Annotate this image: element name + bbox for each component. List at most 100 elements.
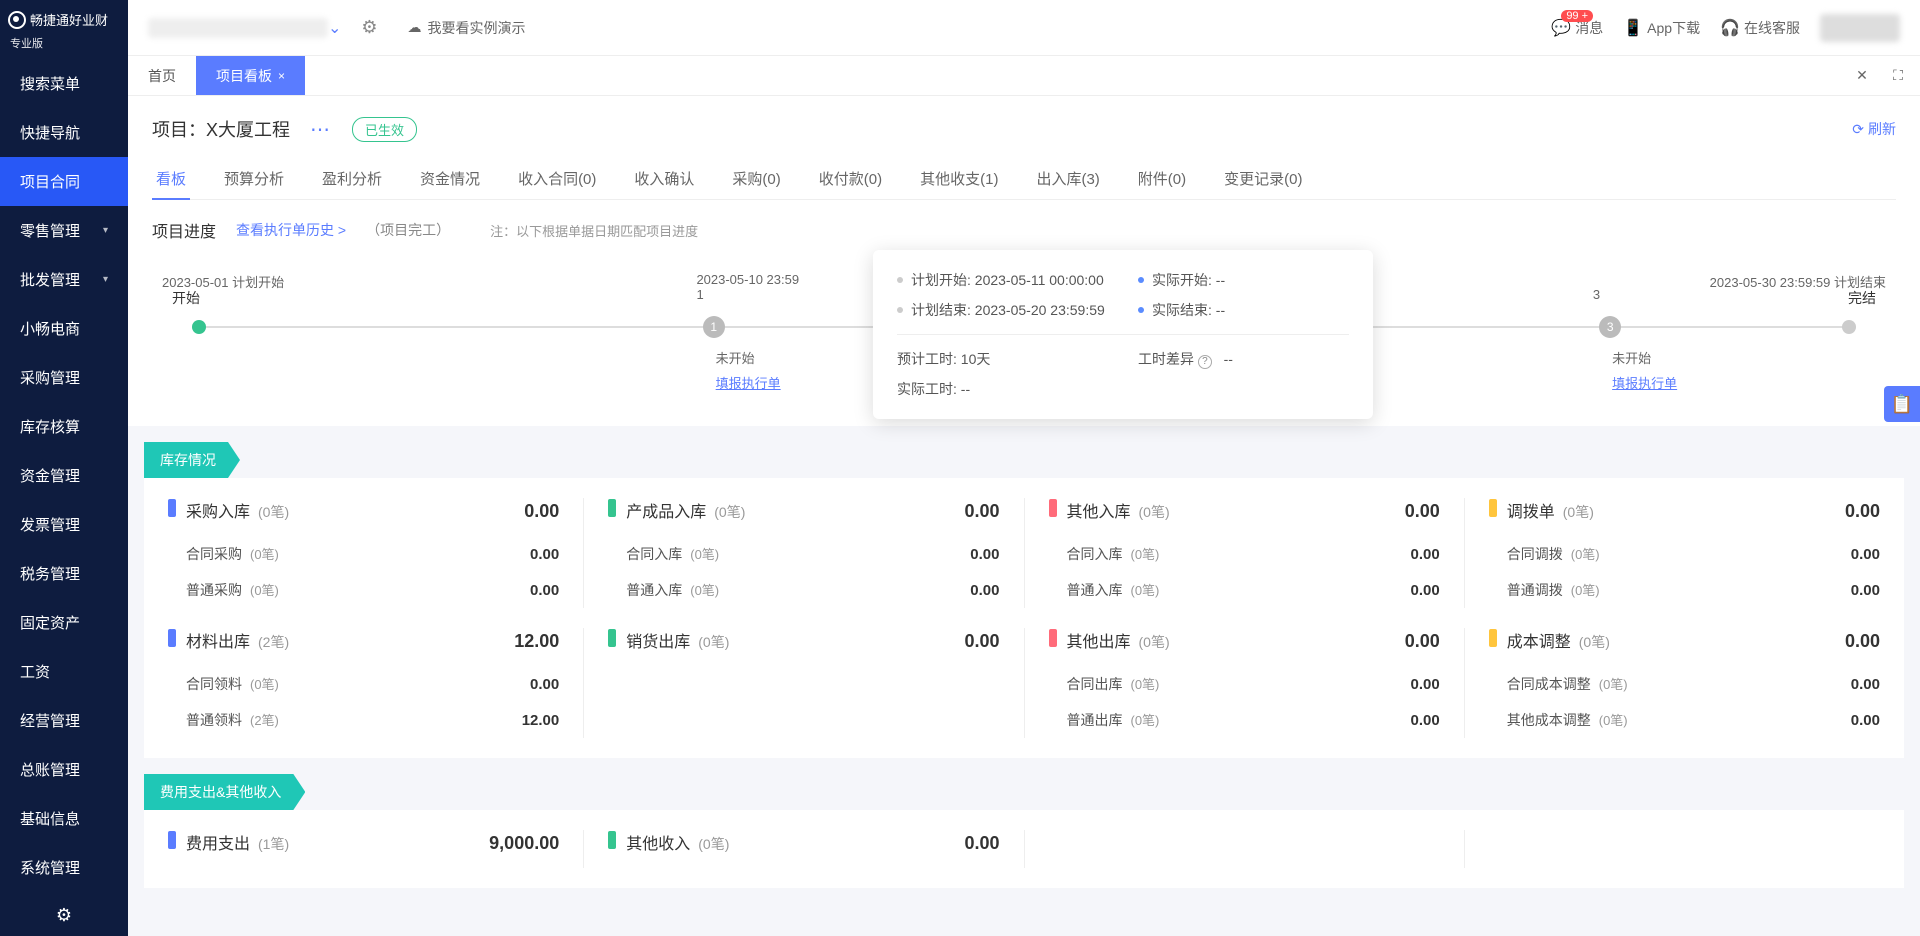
sidebar-item-14[interactable]: 总账管理	[0, 745, 128, 794]
logo-icon	[8, 11, 26, 29]
close-tab-icon[interactable]: ✕	[1848, 62, 1876, 90]
sidebar-item-3[interactable]: 零售管理▾	[0, 206, 128, 255]
gear-icon[interactable]: ⚙	[361, 17, 377, 38]
card-count: (0笔)	[1563, 502, 1594, 522]
card-value: 0.00	[524, 501, 559, 522]
subtab-0[interactable]: 看板	[152, 158, 190, 199]
subtab-3[interactable]: 资金情况	[416, 158, 484, 199]
card-count: (0笔)	[1579, 632, 1610, 652]
card-title: 其他收入	[626, 830, 690, 854]
tab-close-icon[interactable]: ×	[278, 69, 285, 83]
tt-actual-start: 实际开始: --	[1152, 270, 1225, 290]
customer-service-button[interactable]: 🎧 在线客服	[1720, 18, 1800, 38]
subtab-5[interactable]: 收入确认	[630, 158, 698, 199]
card-sub-row: 合同入库(0笔)0.00	[1049, 536, 1440, 572]
card-sub-row: 合同领料(0笔)0.00	[168, 666, 559, 702]
sidebar-item-15[interactable]: 基础信息	[0, 794, 128, 843]
timeline-point-3[interactable]: 3	[1599, 316, 1621, 338]
card-count: (2笔)	[258, 632, 289, 652]
tt-est-hours: 预计工时: 10天	[897, 349, 1108, 369]
card-value: 0.00	[1845, 631, 1880, 652]
card-title: 其他出库	[1067, 628, 1131, 652]
card: 产成品入库(0笔)0.00合同入库(0笔)0.00普通入库(0笔)0.00	[584, 498, 1024, 608]
card-value: 0.00	[1405, 631, 1440, 652]
card-sub-row: 合同入库(0笔)0.00	[608, 536, 999, 572]
user-avatar[interactable]	[1820, 14, 1900, 42]
fill-exec-link-1[interactable]: 填报执行单	[716, 373, 781, 392]
sidebar-item-8[interactable]: 资金管理	[0, 451, 128, 500]
refresh-icon: ⟳	[1852, 121, 1864, 138]
subtab-7[interactable]: 收付款(0)	[815, 158, 886, 199]
tt-plan-start: 计划开始: 2023-05-11 00:00:00	[911, 270, 1104, 290]
history-link[interactable]: 查看执行单历史 >	[236, 220, 346, 240]
page-title: 项目：X大厦工程	[152, 116, 290, 142]
sidebar-item-16[interactable]: 系统管理	[0, 843, 128, 892]
card: 其他入库(0笔)0.00合同入库(0笔)0.00普通入库(0笔)0.00	[1025, 498, 1465, 608]
card-sub-row: 合同调拨(0笔)0.00	[1489, 536, 1880, 572]
demo-link[interactable]: ☁ 我要看实例演示	[408, 18, 526, 38]
card: 销货出库(0笔)0.00	[584, 628, 1024, 738]
sidebar-item-11[interactable]: 固定资产	[0, 598, 128, 647]
settings-gear-icon[interactable]: ⚙	[56, 905, 72, 926]
card-count: (0笔)	[1139, 632, 1170, 652]
sidebar-item-7[interactable]: 库存核算	[0, 402, 128, 451]
tab-1[interactable]: 项目看板×	[196, 56, 305, 95]
tt-actual-hours: 实际工时: --	[897, 379, 1108, 399]
sidebar-item-10[interactable]: 税务管理	[0, 549, 128, 598]
card: 材料出库(2笔)12.00合同领料(0笔)0.00普通领料(2笔)12.00	[144, 628, 584, 738]
subtab-10[interactable]: 附件(0)	[1134, 158, 1190, 199]
subtab-6[interactable]: 采购(0)	[728, 158, 784, 199]
card-value: 0.00	[1405, 501, 1440, 522]
subtab-4[interactable]: 收入合同(0)	[514, 158, 600, 199]
card-sub-row: 合同出库(0笔)0.00	[1049, 666, 1440, 702]
sidebar-item-5[interactable]: 小畅电商	[0, 304, 128, 353]
card-title: 费用支出	[186, 830, 250, 854]
sidebar-item-0[interactable]: 搜索菜单	[0, 59, 128, 108]
service-label: 在线客服	[1744, 18, 1800, 38]
fullscreen-icon[interactable]: ⛶	[1884, 62, 1912, 90]
subtab-1[interactable]: 预算分析	[220, 158, 288, 199]
demo-label: 我要看实例演示	[428, 18, 526, 38]
card: 成本调整(0笔)0.00合同成本调整(0笔)0.00其他成本调整(0笔)0.00	[1465, 628, 1904, 738]
org-selector[interactable]	[148, 18, 328, 38]
more-actions-icon[interactable]: ⋯	[310, 117, 332, 142]
sidebar-item-6[interactable]: 采购管理	[0, 353, 128, 402]
sidebar-item-1[interactable]: 快捷导航	[0, 108, 128, 157]
sidebar-item-4[interactable]: 批发管理▾	[0, 255, 128, 304]
card-sub-row: 合同成本调整(0笔)0.00	[1489, 666, 1880, 702]
topbar: ⌄ ⚙ ☁ 我要看实例演示 99 + 💬 消息 📱 App下载 🎧 在线客服	[128, 0, 1920, 56]
card-color-icon	[608, 629, 616, 647]
refresh-button[interactable]: ⟳ 刷新	[1852, 119, 1896, 139]
sidebar-item-9[interactable]: 发票管理	[0, 500, 128, 549]
point-3-date: 3	[1593, 272, 1600, 302]
timeline-start-dot	[192, 320, 206, 334]
sidebar-item-12[interactable]: 工资	[0, 647, 128, 696]
card-color-icon	[168, 499, 176, 517]
card-title: 销货出库	[626, 628, 690, 652]
app-download-button[interactable]: 📱 App下载	[1623, 18, 1700, 38]
refresh-label: 刷新	[1868, 119, 1896, 139]
subtabs: 看板预算分析盈利分析资金情况收入合同(0) 收入确认采购(0) 收付款(0) 其他收支…	[152, 158, 1896, 200]
subtab-8[interactable]: 其他收支(1)	[916, 158, 1002, 199]
tabbar: 首页项目看板× ✕ ⛶	[128, 56, 1920, 96]
card: 费用支出(1笔)9,000.00	[144, 830, 584, 868]
subtab-9[interactable]: 出入库(3)	[1032, 158, 1103, 199]
sidebar-item-2[interactable]: 项目合同	[0, 157, 128, 206]
phone-icon: 📱	[1623, 18, 1643, 38]
subtab-11[interactable]: 变更记录(0)	[1220, 158, 1306, 199]
fill-exec-link-3[interactable]: 填报执行单	[1612, 373, 1677, 392]
org-dropdown-icon[interactable]: ⌄	[328, 18, 341, 38]
card-count: (0笔)	[698, 834, 729, 854]
sidebar-item-13[interactable]: 经营管理	[0, 696, 128, 745]
tab-0[interactable]: 首页	[128, 56, 196, 95]
float-action-button[interactable]: 📋	[1884, 386, 1920, 422]
timeline-point-1[interactable]: 1	[703, 316, 725, 338]
headset-icon: 🎧	[1720, 18, 1740, 38]
messages-button[interactable]: 99 + 💬 消息	[1551, 18, 1603, 38]
subtab-2[interactable]: 盈利分析	[318, 158, 386, 199]
card-color-icon	[168, 629, 176, 647]
card-value: 0.00	[964, 833, 999, 854]
card-color-icon	[608, 831, 616, 849]
timeline-end-dot	[1842, 320, 1856, 334]
card-sub-row: 普通出库(0笔)0.00	[1049, 702, 1440, 738]
